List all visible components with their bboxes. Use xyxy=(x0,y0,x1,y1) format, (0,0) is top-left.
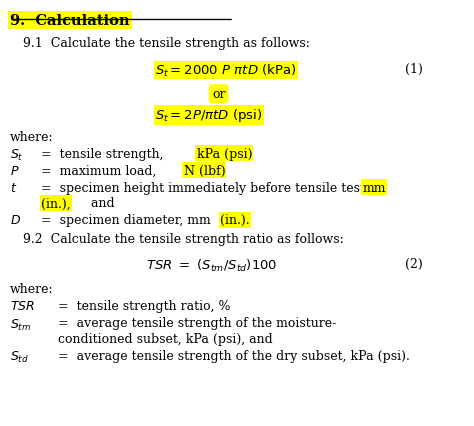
Text: (1): (1) xyxy=(405,63,423,76)
Text: (2): (2) xyxy=(405,257,423,271)
Text: $P$: $P$ xyxy=(10,164,20,177)
Text: =  maximum load,: = maximum load, xyxy=(41,164,160,177)
Text: N (lbf): N (lbf) xyxy=(183,164,225,177)
Text: $TSR$: $TSR$ xyxy=(10,300,35,313)
Text: or: or xyxy=(212,88,226,101)
Text: $S_t$: $S_t$ xyxy=(10,147,24,162)
Text: $S_{td}$: $S_{td}$ xyxy=(10,349,29,364)
Text: 9.1  Calculate the tensile strength as follows:: 9.1 Calculate the tensile strength as fo… xyxy=(23,37,310,50)
Text: =  tensile strength ratio, %: = tensile strength ratio, % xyxy=(58,300,231,313)
Text: $S_{tm}$: $S_{tm}$ xyxy=(10,317,31,332)
Text: $D$: $D$ xyxy=(10,214,21,227)
Text: (in.),: (in.), xyxy=(41,197,71,210)
Text: =  average tensile strength of the moisture-: = average tensile strength of the moistu… xyxy=(58,317,337,330)
Text: 9.  Calculation: 9. Calculation xyxy=(10,14,130,28)
Text: $TSR\ =\ (S_{tm}/S_{td})100$: $TSR\ =\ (S_{tm}/S_{td})100$ xyxy=(146,257,278,273)
Text: =  specimen diameter, mm: = specimen diameter, mm xyxy=(41,214,215,227)
Text: =  tensile strength,: = tensile strength, xyxy=(41,147,167,160)
Text: =  average tensile strength of the dry subset, kPa (psi).: = average tensile strength of the dry su… xyxy=(58,349,410,362)
Text: =  specimen height immediately before tensile test,: = specimen height immediately before ten… xyxy=(41,181,373,194)
Text: where:: where: xyxy=(10,283,54,296)
Text: where:: where: xyxy=(10,130,54,144)
Text: $t$: $t$ xyxy=(10,181,18,194)
Text: kPa (psi): kPa (psi) xyxy=(197,147,252,160)
Text: conditioned subset, kPa (psi), and: conditioned subset, kPa (psi), and xyxy=(58,332,273,345)
Text: $S_t = 2P/\pi tD\ \mathrm{(psi)}$: $S_t = 2P/\pi tD\ \mathrm{(psi)}$ xyxy=(155,107,263,124)
Text: $S_t = 2000\ P\ \pi tD\ \mathrm{(kPa)}$: $S_t = 2000\ P\ \pi tD\ \mathrm{(kPa)}$ xyxy=(155,63,297,79)
Text: (in.).: (in.). xyxy=(220,214,250,227)
Text: and: and xyxy=(87,197,115,210)
Text: 9.2  Calculate the tensile strength ratio as follows:: 9.2 Calculate the tensile strength ratio… xyxy=(23,232,344,245)
Text: mm: mm xyxy=(362,181,386,194)
